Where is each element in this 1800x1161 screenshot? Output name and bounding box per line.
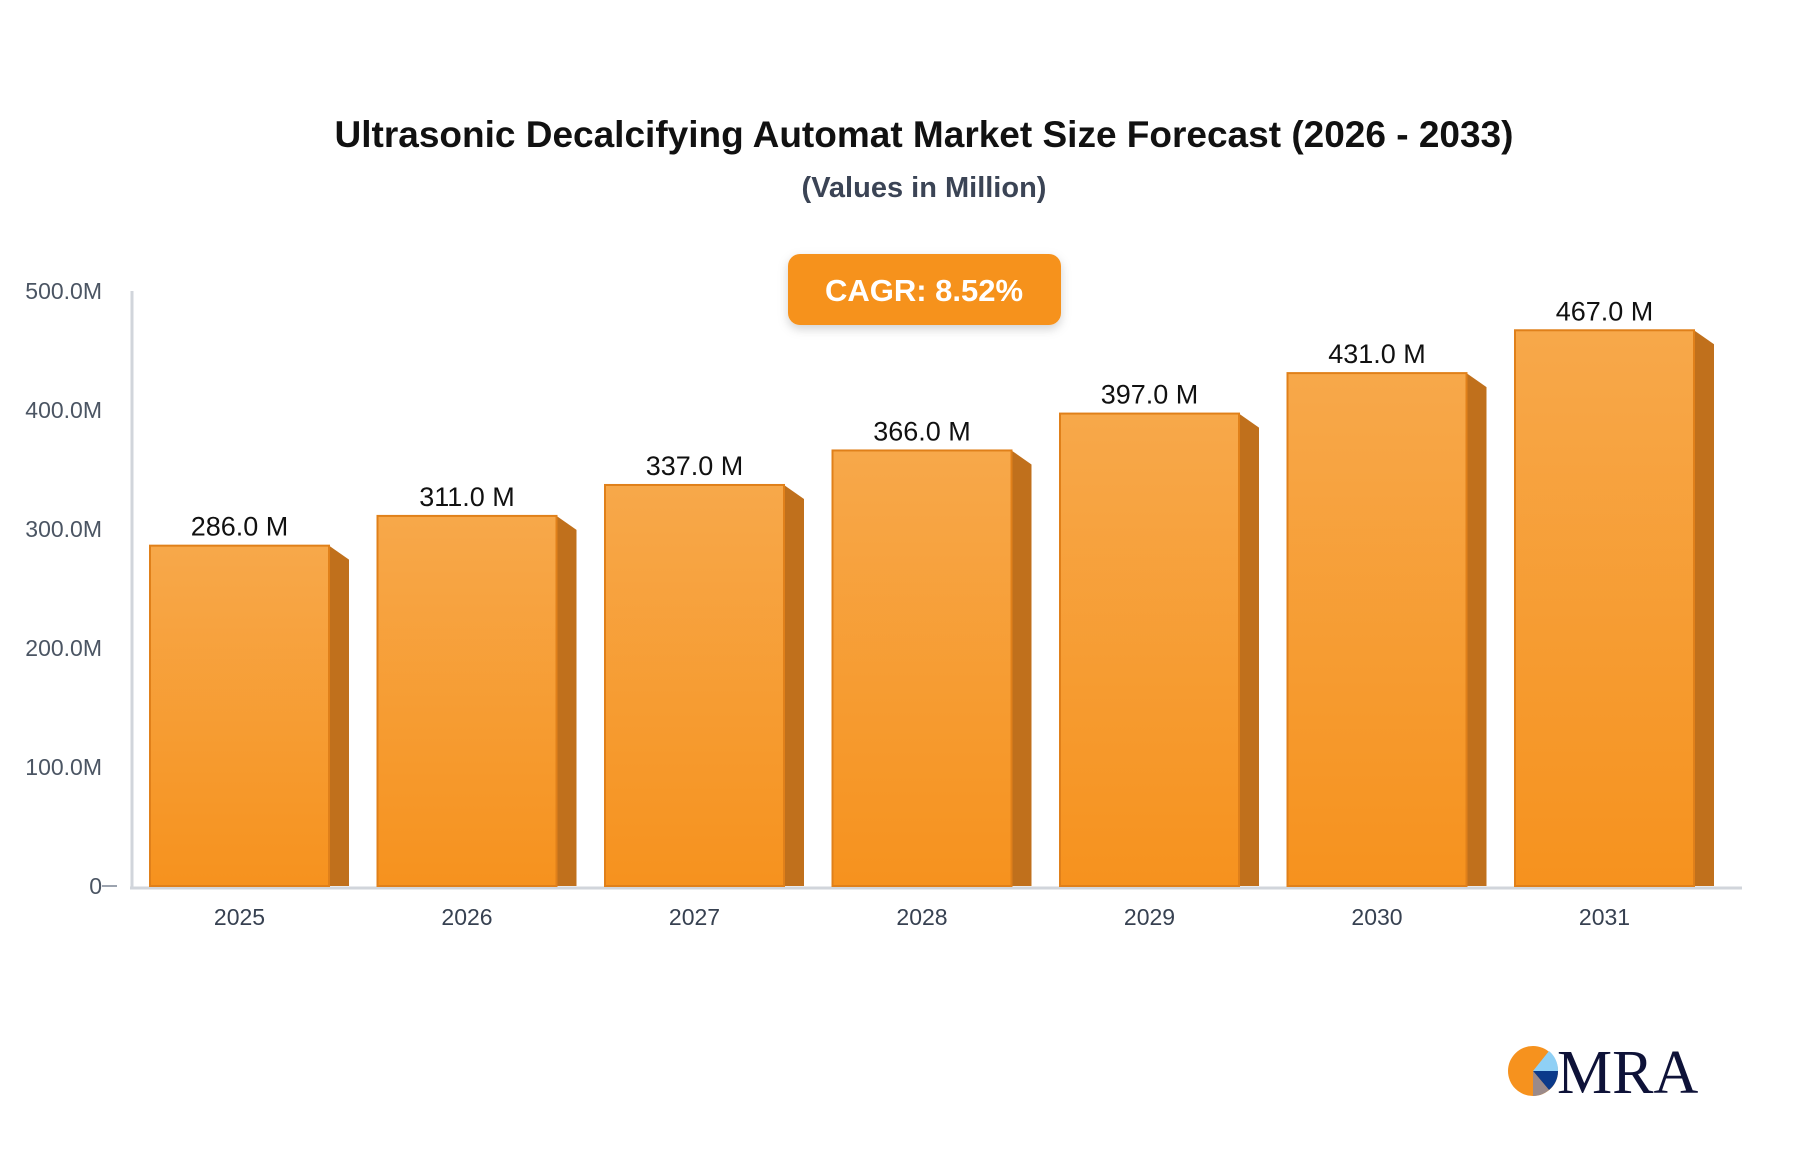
y-tick-label: 200.0M [25,635,102,661]
bar [149,544,330,887]
x-tick-label: 2031 [1579,904,1630,930]
bar-side [1466,373,1487,886]
bar-side [784,484,804,886]
x-tick-label: 2025 [214,904,265,930]
y-tick-label: 300.0M [25,516,102,542]
cagr-label: CAGR: 8.52% [825,273,1023,308]
data-label: 467.0 M [1556,296,1654,326]
bar-side [556,515,577,886]
data-label: 397.0 M [1101,380,1199,410]
x-tick-label: 2028 [896,904,947,930]
bar-2029: 397.0 M 2029 [1059,380,1259,930]
bar [1514,329,1695,887]
cagr-badge: CAGR: 8.52% [788,254,1061,325]
data-label: 337.0 M [646,451,744,481]
bar [376,514,558,887]
data-label: 366.0 M [873,416,971,446]
bar [604,483,785,887]
chart-title: Ultrasonic Decalcifying Automat Market S… [335,114,1514,155]
bar-2026: 311.0 M 2026 [376,482,577,930]
bar-side [1694,330,1714,886]
bar [1286,372,1468,887]
x-tick-label: 2029 [1124,904,1175,930]
chart-subtitle: (Values in Million) [802,172,1047,204]
bar-2028: 366.0 M 2028 [831,416,1032,930]
mra-logo: MRA [1508,1039,1698,1107]
data-label: 431.0 M [1328,339,1426,369]
y-tick-label: 0 [89,873,102,899]
bar-2027: 337.0 M 2027 [604,451,804,930]
y-tick-label: 500.0M [25,278,102,304]
bar-side [1011,450,1032,886]
bar-2030: 431.0 M 2030 [1286,339,1487,930]
x-tick-label: 2026 [441,904,492,930]
data-label: 311.0 M [419,482,515,512]
x-tick-label: 2027 [669,904,720,930]
logo-text: MRA [1557,1039,1698,1107]
bar-2025: 286.0 M 2025 [149,512,349,930]
y-tick-label: 100.0M [25,754,102,780]
data-label: 286.0 M [191,512,289,542]
bar-side [329,545,349,886]
bar [1059,412,1240,887]
y-tick-label: 400.0M [25,397,102,423]
bar-side [1239,413,1259,886]
x-tick-label: 2030 [1351,904,1402,930]
bar-2031: 467.0 M 2031 [1514,296,1714,930]
bar [831,449,1013,887]
